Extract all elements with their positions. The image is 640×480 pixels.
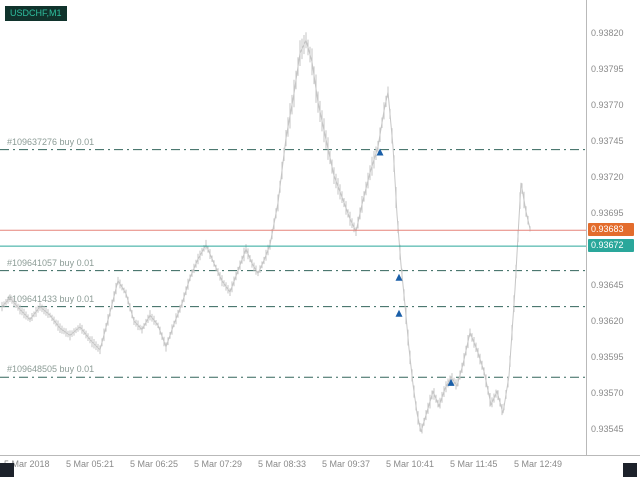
ask-price-badge: 0.93683 xyxy=(588,223,634,236)
bid-price-badge: 0.93672 xyxy=(588,239,634,252)
buy-arrow-icon xyxy=(395,309,403,317)
time-tick-label: 5 Mar 05:21 xyxy=(66,459,115,469)
order-labels-layer: #109637276 buy 0.01 #109641057 buy 0.01 #1… xyxy=(7,137,95,374)
corner-mark-left-icon xyxy=(0,463,14,477)
order-line-label: #109648505 buy 0.01 xyxy=(7,364,95,374)
order-line-label: #109637276 buy 0.01 xyxy=(7,137,95,147)
order-line-label: #109641057 buy 0.01 xyxy=(7,258,95,268)
corner-mark-right-icon xyxy=(623,463,637,477)
price-series-bars xyxy=(1,32,531,434)
symbol-timeframe-label: USDCHF,M1 xyxy=(5,6,67,21)
time-tick-label: 5 Mar 08:33 xyxy=(258,459,307,469)
time-tick-label: 5 Mar 07:29 xyxy=(194,459,243,469)
order-line-label: #109641433 buy 0.01 xyxy=(7,294,95,304)
time-tick-label: 5 Mar 11:45 xyxy=(450,459,498,469)
time-axis-separator xyxy=(0,455,640,456)
price-axis-separator xyxy=(586,0,587,455)
buy-arrow-icon xyxy=(447,378,455,386)
time-tick-label: 5 Mar 12:49 xyxy=(514,459,563,469)
time-tick-label: 5 Mar 10:41 xyxy=(386,459,435,469)
price-chart-canvas[interactable] xyxy=(0,0,640,455)
buy-arrow-icon xyxy=(395,273,403,281)
time-tick-label: 5 Mar 09:37 xyxy=(322,459,371,469)
buy-arrow-icon xyxy=(376,148,384,156)
time-tick-label: 5 Mar 06:25 xyxy=(130,459,179,469)
price-series-line xyxy=(1,38,531,433)
